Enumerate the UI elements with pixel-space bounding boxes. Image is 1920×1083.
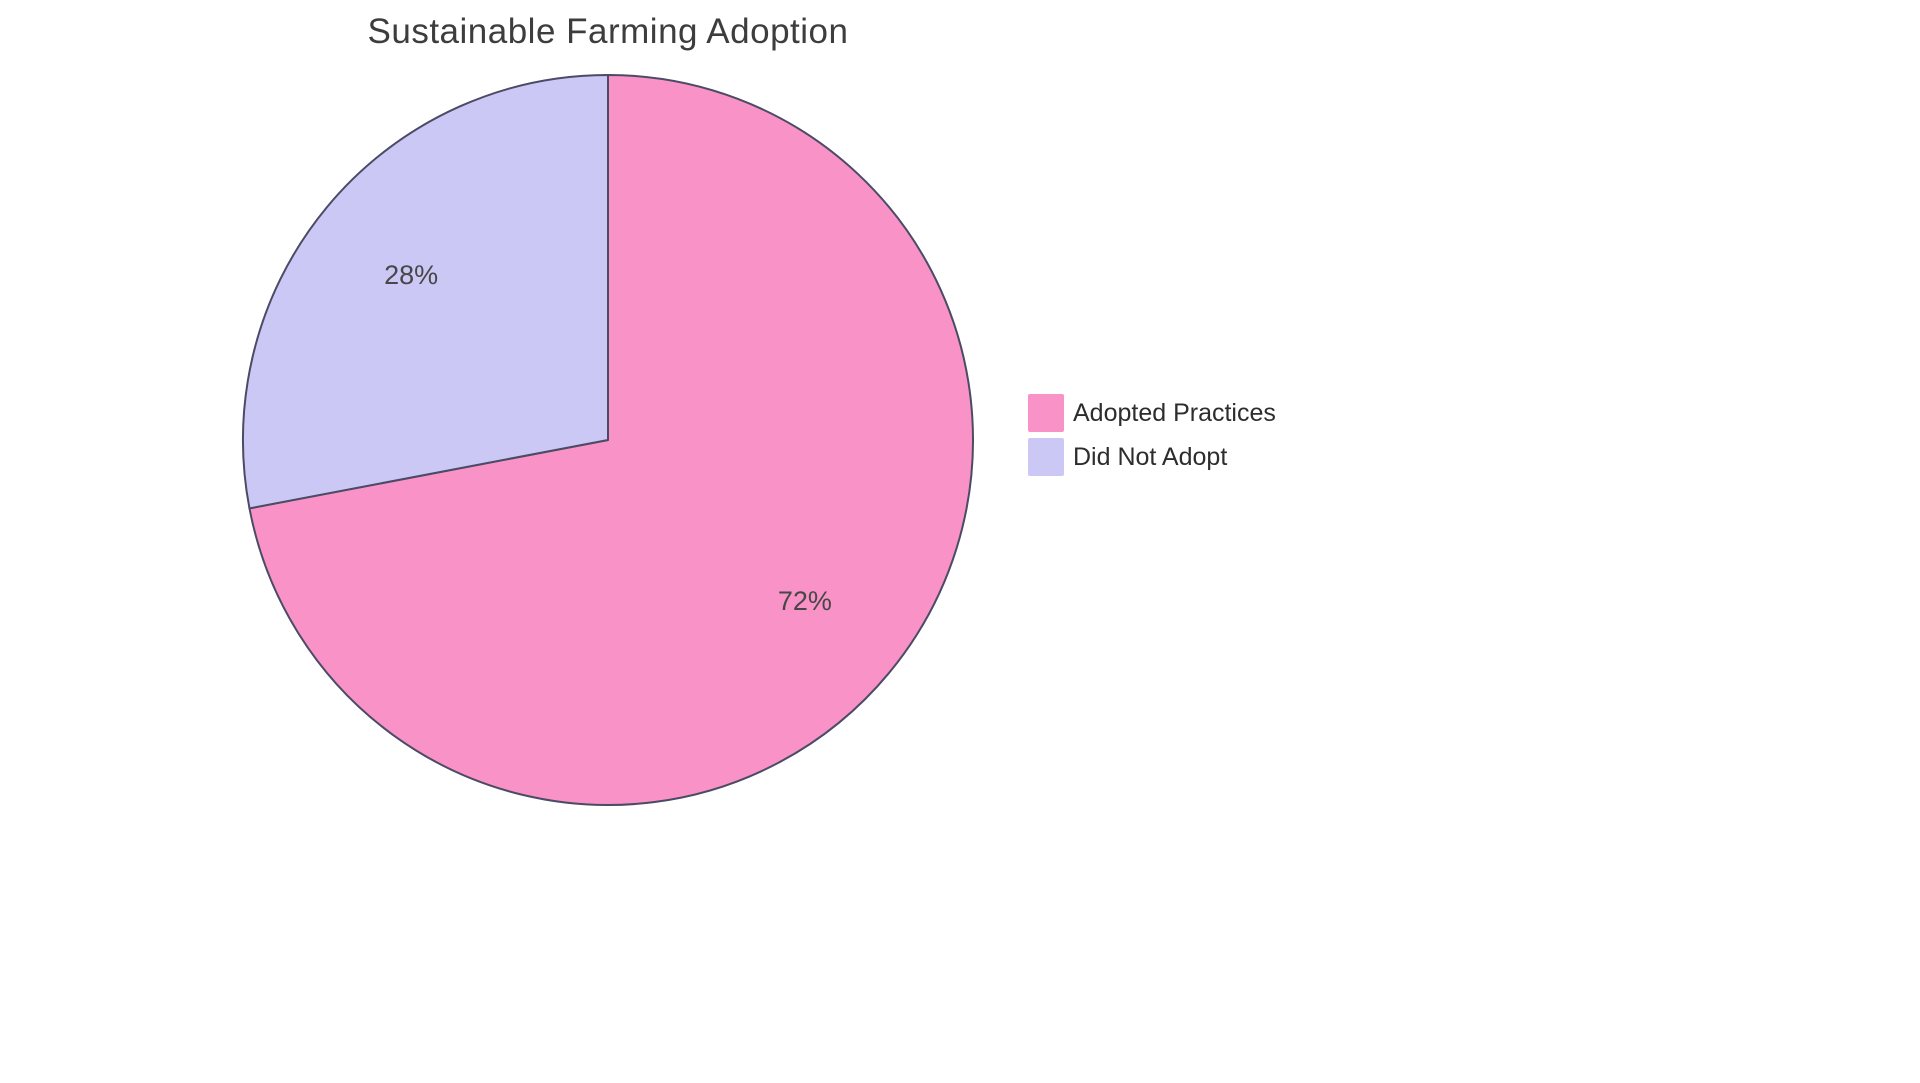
- legend: Adopted Practices Did Not Adopt: [1028, 394, 1276, 482]
- legend-swatch: [1028, 394, 1064, 432]
- slice-percent-label: 28%: [384, 260, 438, 290]
- legend-label: Did Not Adopt: [1073, 442, 1228, 471]
- slice-percent-label: 72%: [778, 586, 832, 616]
- legend-swatch: [1028, 438, 1064, 476]
- pie-slice-0[interactable]: [248, 74, 975, 806]
- legend-item-0[interactable]: Adopted Practices: [1028, 394, 1276, 432]
- pie-slice-1[interactable]: [242, 74, 609, 510]
- legend-label: Adopted Practices: [1073, 398, 1276, 427]
- chart-title: Sustainable Farming Adoption: [367, 12, 849, 51]
- legend-item-1[interactable]: Did Not Adopt: [1028, 438, 1276, 476]
